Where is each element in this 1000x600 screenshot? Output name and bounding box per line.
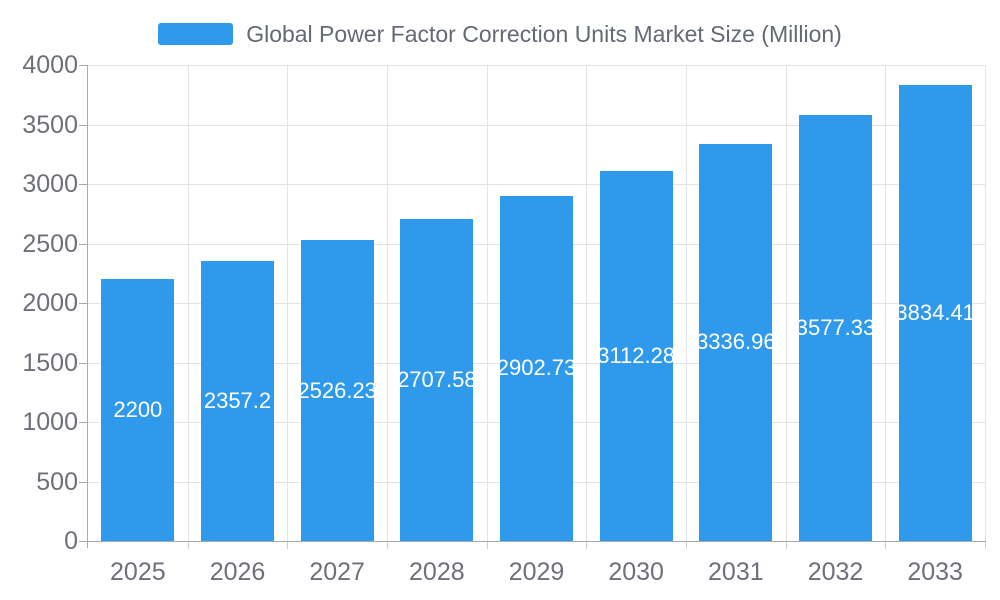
plot-area: 2200 2357.2 2526.23 2707.58 2902.73 3112.28 33… (88, 65, 986, 541)
y-tick-label: 500 (36, 467, 78, 496)
bar-2027[interactable]: 2526.23 (300, 240, 374, 541)
bar-2025[interactable]: 2200 (101, 279, 175, 541)
x-gridline (786, 65, 787, 541)
bar-2030[interactable]: 3112.28 (599, 170, 673, 541)
y-axis-tick (79, 184, 88, 185)
y-tick-label: 2000 (22, 289, 78, 317)
bar-value-label: 3834.41 (898, 299, 972, 325)
x-tick-label: 2027 (309, 558, 365, 586)
bar-value-label: 3577.33 (799, 315, 872, 341)
y-axis-tick (79, 422, 88, 423)
y-axis-line (87, 65, 88, 548)
x-tick-label: 2028 (409, 558, 465, 586)
bar-2033[interactable]: 3834.41 (898, 84, 972, 541)
x-axis-tick (686, 542, 687, 549)
x-axis-tick (985, 542, 986, 549)
x-axis-tick (885, 542, 886, 549)
x-tick-label: 2026 (209, 558, 266, 586)
x-axis-tick (387, 542, 388, 549)
x-tick-label: 2025 (110, 558, 166, 586)
x-gridline (885, 65, 886, 541)
bar-value-label: 2707.58 (400, 366, 474, 392)
x-gridline (686, 65, 687, 541)
bar-2032[interactable]: 3577.33 (799, 115, 872, 541)
x-gridline (487, 65, 488, 541)
y-tick-label: 3500 (22, 110, 78, 139)
x-tick-label: 2032 (807, 558, 864, 586)
bar-value-label: 2200 (113, 397, 163, 423)
bar-value-label: 3112.28 (599, 342, 673, 368)
y-axis-tick (79, 124, 88, 126)
x-gridline (188, 65, 189, 541)
bar-2029[interactable]: 2902.73 (500, 195, 573, 541)
legend-swatch-icon (158, 23, 234, 45)
y-axis-tick (79, 303, 88, 304)
x-tick-label: 2033 (907, 558, 963, 586)
bar-2028[interactable]: 2707.58 (400, 218, 474, 541)
x-gridline (985, 65, 986, 541)
bar-value-label: 2526.23 (300, 377, 374, 403)
x-tick-label: 2030 (608, 558, 664, 586)
y-axis-tick (79, 243, 88, 245)
x-gridline (287, 65, 288, 541)
bar-value-label: 3336.96 (699, 329, 773, 355)
y-tick-label: 1000 (22, 408, 78, 436)
bar-2031[interactable]: 3336.96 (699, 143, 773, 541)
y-tick-label: 2500 (22, 229, 78, 258)
y-gridline (88, 65, 985, 66)
bar-value-label: 2357.2 (203, 387, 272, 413)
x-gridline (387, 65, 388, 541)
x-tick-label: 2031 (708, 558, 764, 586)
y-tick-label: 1500 (22, 348, 78, 377)
bar-2026[interactable]: 2357.2 (201, 260, 274, 541)
x-gridline (586, 65, 587, 541)
x-axis-tick (586, 542, 587, 549)
legend-label: Global Power Factor Correction Units Mar… (246, 21, 842, 47)
x-axis-line (88, 541, 986, 542)
x-tick-label: 2029 (508, 558, 565, 586)
x-axis-tick (287, 542, 288, 549)
x-axis-tick (786, 542, 787, 549)
y-gridline (88, 184, 985, 185)
y-axis-tick (79, 481, 88, 483)
y-tick-label: 4000 (22, 51, 78, 79)
legend-item[interactable]: Global Power Factor Correction Units Mar… (0, 21, 1000, 47)
x-axis-tick (487, 542, 488, 549)
x-axis-tick (188, 542, 189, 549)
y-tick-label: 3000 (22, 170, 78, 198)
y-axis-tick (79, 362, 88, 364)
y-axis-tick (79, 541, 88, 542)
bar-value-label: 2902.73 (500, 355, 573, 381)
y-gridline (88, 124, 985, 126)
y-tick-label: 0 (64, 527, 78, 555)
y-axis-tick (79, 65, 88, 66)
